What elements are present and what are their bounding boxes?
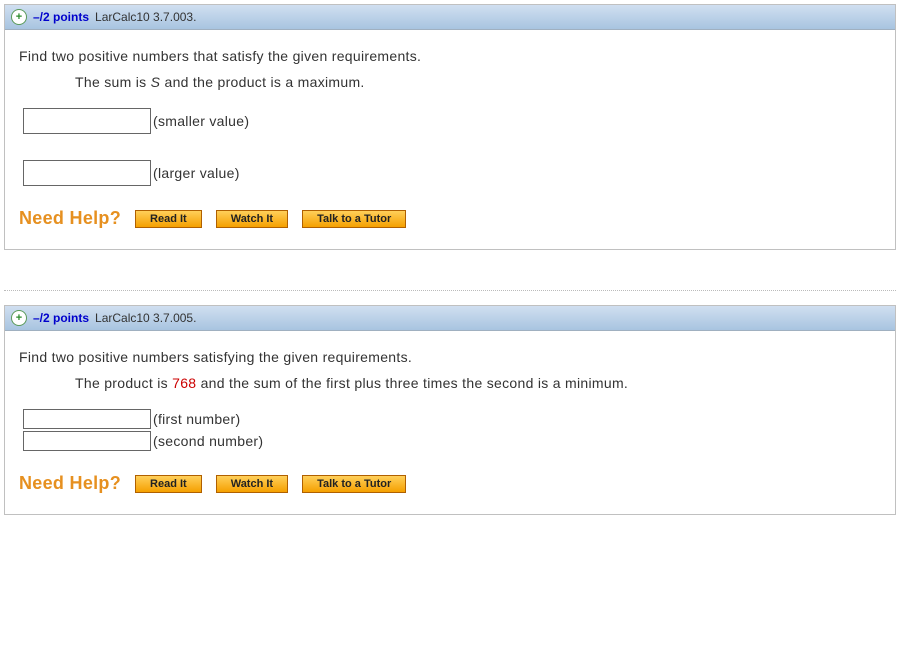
larger-value-input[interactable]: [23, 160, 151, 186]
need-help-label: Need Help?: [19, 473, 121, 494]
smaller-value-label: (smaller value): [153, 113, 249, 129]
first-number-input[interactable]: [23, 409, 151, 429]
source-label: LarCalc10 3.7.005.: [95, 311, 196, 325]
question-subprompt: The sum is S and the product is a maximu…: [75, 74, 881, 90]
help-row: Need Help? Read It Watch It Talk to a Tu…: [19, 473, 881, 494]
read-it-button[interactable]: Read It: [135, 210, 202, 228]
watch-it-button[interactable]: Watch It: [216, 475, 288, 493]
watch-it-button[interactable]: Watch It: [216, 210, 288, 228]
question-body: Find two positive numbers satisfying the…: [5, 331, 895, 514]
answer-row-larger: (larger value): [23, 160, 881, 186]
question-prompt: Find two positive numbers satisfying the…: [19, 349, 881, 365]
source-label: LarCalc10 3.7.003.: [95, 10, 196, 24]
subprompt-before: The product is: [75, 375, 172, 391]
points-label: –/2 points: [33, 311, 89, 325]
expand-icon[interactable]: +: [11, 310, 27, 326]
question-header: + –/2 points LarCalc10 3.7.005.: [5, 306, 895, 331]
subprompt-before: The sum is: [75, 74, 151, 90]
read-it-button[interactable]: Read It: [135, 475, 202, 493]
points-label: –/2 points: [33, 10, 89, 24]
question-body: Find two positive numbers that satisfy t…: [5, 30, 895, 249]
talk-to-tutor-button[interactable]: Talk to a Tutor: [302, 210, 406, 228]
talk-to-tutor-button[interactable]: Talk to a Tutor: [302, 475, 406, 493]
second-number-label: (second number): [153, 433, 263, 449]
divider: [4, 290, 896, 291]
answer-row-smaller: (smaller value): [23, 108, 881, 134]
answer-row-second: (second number): [23, 431, 881, 451]
need-help-label: Need Help?: [19, 208, 121, 229]
question-prompt: Find two positive numbers that satisfy t…: [19, 48, 881, 64]
subprompt-after: and the sum of the first plus three time…: [196, 375, 628, 391]
answer-row-first: (first number): [23, 409, 881, 429]
larger-value-label: (larger value): [153, 165, 240, 181]
subprompt-after: and the product is a maximum.: [160, 74, 364, 90]
question-header: + –/2 points LarCalc10 3.7.003.: [5, 5, 895, 30]
question-subprompt: The product is 768 and the sum of the fi…: [75, 375, 881, 391]
help-row: Need Help? Read It Watch It Talk to a Tu…: [19, 208, 881, 229]
first-number-label: (first number): [153, 411, 240, 427]
second-number-input[interactable]: [23, 431, 151, 451]
expand-icon[interactable]: +: [11, 9, 27, 25]
question-block-1: + –/2 points LarCalc10 3.7.003. Find two…: [4, 4, 896, 250]
subprompt-variable: S: [151, 74, 161, 90]
smaller-value-input[interactable]: [23, 108, 151, 134]
question-block-2: + –/2 points LarCalc10 3.7.005. Find two…: [4, 305, 896, 515]
subprompt-number: 768: [172, 375, 196, 391]
